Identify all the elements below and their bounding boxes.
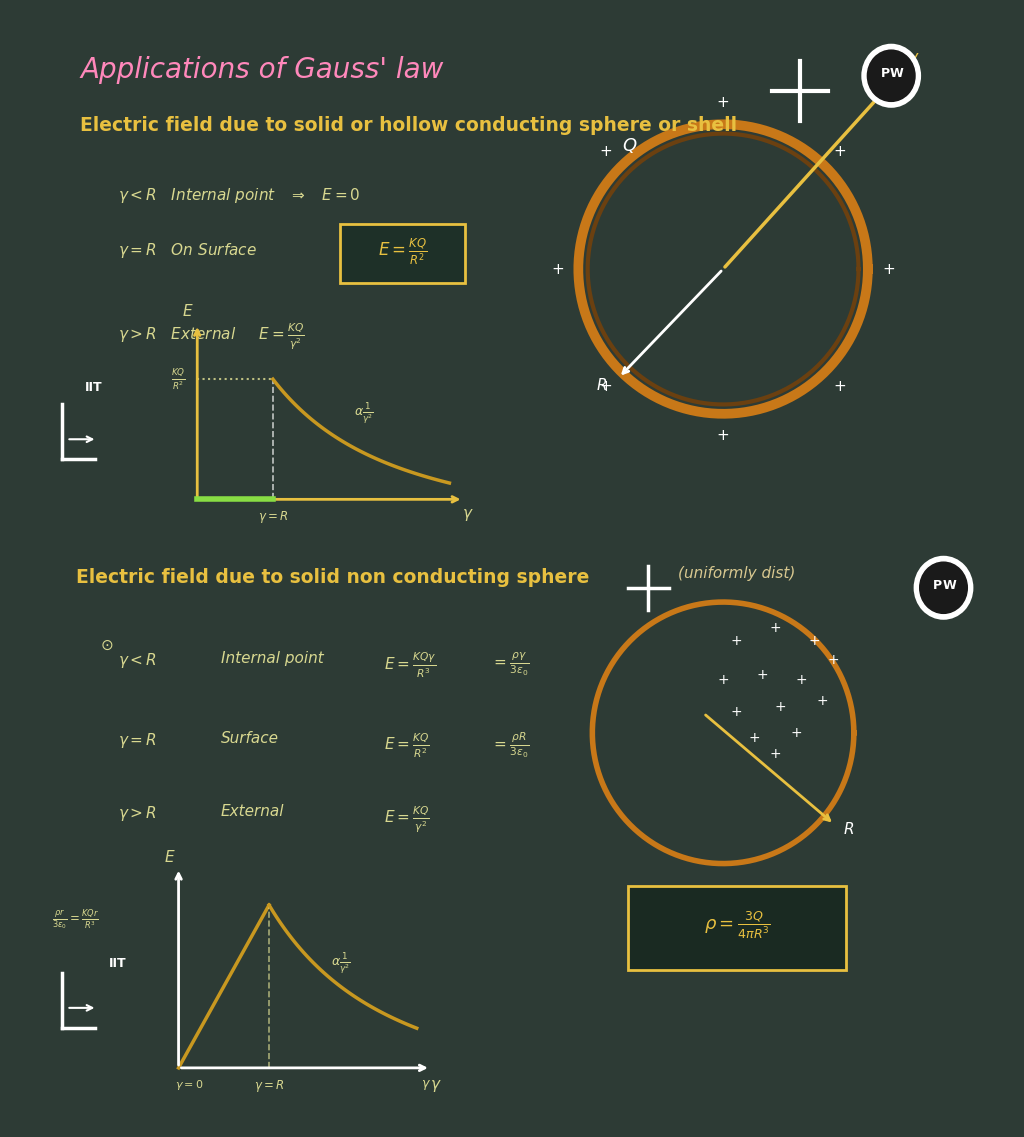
Text: +: + [717, 94, 729, 110]
Text: $\rho = \frac{3Q}{4\pi R^3}$: $\rho = \frac{3Q}{4\pi R^3}$ [703, 910, 770, 940]
Text: +: + [600, 380, 612, 395]
Text: +: + [791, 725, 802, 740]
Text: +: + [882, 262, 895, 276]
Text: +: + [827, 653, 839, 666]
Text: Electric field due to solid or hollow conducting sphere or shell: Electric field due to solid or hollow co… [81, 116, 737, 135]
Text: +: + [730, 705, 742, 719]
FancyBboxPatch shape [340, 224, 465, 283]
Text: E: E [164, 849, 174, 865]
Text: $\gamma=R$: $\gamma=R$ [254, 1078, 285, 1094]
Text: $\gamma$: $\gamma$ [462, 507, 474, 523]
Text: +: + [717, 673, 729, 688]
Text: +: + [834, 143, 847, 158]
Text: +: + [817, 695, 828, 708]
Circle shape [861, 43, 922, 108]
Text: $= \frac{\rho\gamma}{3\varepsilon_0}$: $= \frac{\rho\gamma}{3\varepsilon_0}$ [492, 650, 529, 679]
Text: +: + [796, 673, 807, 688]
Text: $\gamma$: $\gamma$ [907, 50, 920, 68]
Text: +: + [770, 621, 781, 636]
Text: $\gamma=0$: $\gamma=0$ [175, 1078, 204, 1092]
Text: Electric field due to solid non conducting sphere: Electric field due to solid non conducti… [76, 567, 589, 587]
Text: $= \frac{\rho R}{3\varepsilon_0}$: $= \frac{\rho R}{3\varepsilon_0}$ [492, 731, 529, 761]
Text: $\gamma > R$   External     $E = \frac{KQ}{\gamma^2}$: $\gamma > R$ External $E = \frac{KQ}{\ga… [118, 321, 304, 351]
Text: $E = \frac{KQ\gamma}{R^3}$: $E = \frac{KQ\gamma}{R^3}$ [384, 650, 436, 680]
Text: $E = \frac{KQ}{R^2}$: $E = \frac{KQ}{R^2}$ [378, 236, 428, 267]
Text: $\frac{\rho r}{3\varepsilon_0}=\frac{KQr}{R^3}$: $\frac{\rho r}{3\varepsilon_0}=\frac{KQr… [52, 907, 99, 932]
Text: $\frac{KQ}{R^2}$: $\frac{KQ}{R^2}$ [171, 367, 186, 391]
Text: $\gamma > R$: $\gamma > R$ [118, 804, 157, 823]
Text: +: + [770, 747, 781, 761]
Text: W: W [942, 579, 956, 592]
Text: $\gamma = R$   On Surface: $\gamma = R$ On Surface [118, 241, 257, 260]
Text: $\gamma=R$: $\gamma=R$ [258, 509, 288, 525]
Text: Surface: Surface [220, 731, 279, 746]
FancyBboxPatch shape [628, 886, 847, 970]
Text: +: + [775, 699, 786, 714]
Text: $\gamma$: $\gamma$ [430, 1078, 441, 1094]
Text: E: E [183, 304, 193, 319]
Text: $\alpha\frac{1}{\gamma^2}$: $\alpha\frac{1}{\gamma^2}$ [331, 952, 351, 977]
Text: W: W [890, 67, 904, 81]
Text: R: R [844, 822, 854, 837]
Text: (uniformly dist): (uniformly dist) [678, 566, 796, 581]
Text: $\gamma$: $\gamma$ [421, 1078, 431, 1092]
Text: +: + [717, 429, 729, 443]
Circle shape [866, 49, 916, 102]
Text: $\gamma = R$: $\gamma = R$ [118, 731, 157, 749]
Text: +: + [600, 143, 612, 158]
Text: IIT: IIT [109, 957, 126, 970]
Circle shape [919, 561, 969, 615]
Text: $\gamma < R$   Internal point   $\Rightarrow$   $E = 0$: $\gamma < R$ Internal point $\Rightarrow… [118, 186, 360, 205]
Text: $\odot$: $\odot$ [100, 638, 114, 653]
Text: +: + [551, 262, 564, 276]
Text: $E = \frac{KQ}{R^2}$: $E = \frac{KQ}{R^2}$ [384, 731, 430, 760]
Text: IIT: IIT [85, 381, 102, 395]
Text: $\alpha\frac{1}{\gamma^2}$: $\alpha\frac{1}{\gamma^2}$ [353, 401, 374, 426]
Text: Q: Q [622, 136, 636, 155]
Text: +: + [834, 380, 847, 395]
Text: +: + [749, 731, 760, 745]
Text: P: P [881, 67, 890, 81]
Circle shape [913, 556, 974, 620]
Text: Applications of Gauss' law: Applications of Gauss' law [81, 56, 443, 84]
Text: $\gamma < R$: $\gamma < R$ [118, 650, 157, 670]
Text: R: R [597, 379, 607, 393]
Text: Internal point: Internal point [220, 650, 324, 666]
Text: +: + [730, 634, 742, 648]
Text: P: P [933, 579, 942, 592]
Text: External: External [220, 804, 284, 819]
Text: $E = \frac{KQ}{\gamma^2}$: $E = \frac{KQ}{\gamma^2}$ [384, 804, 430, 835]
Text: +: + [809, 634, 820, 648]
Text: +: + [757, 669, 768, 682]
